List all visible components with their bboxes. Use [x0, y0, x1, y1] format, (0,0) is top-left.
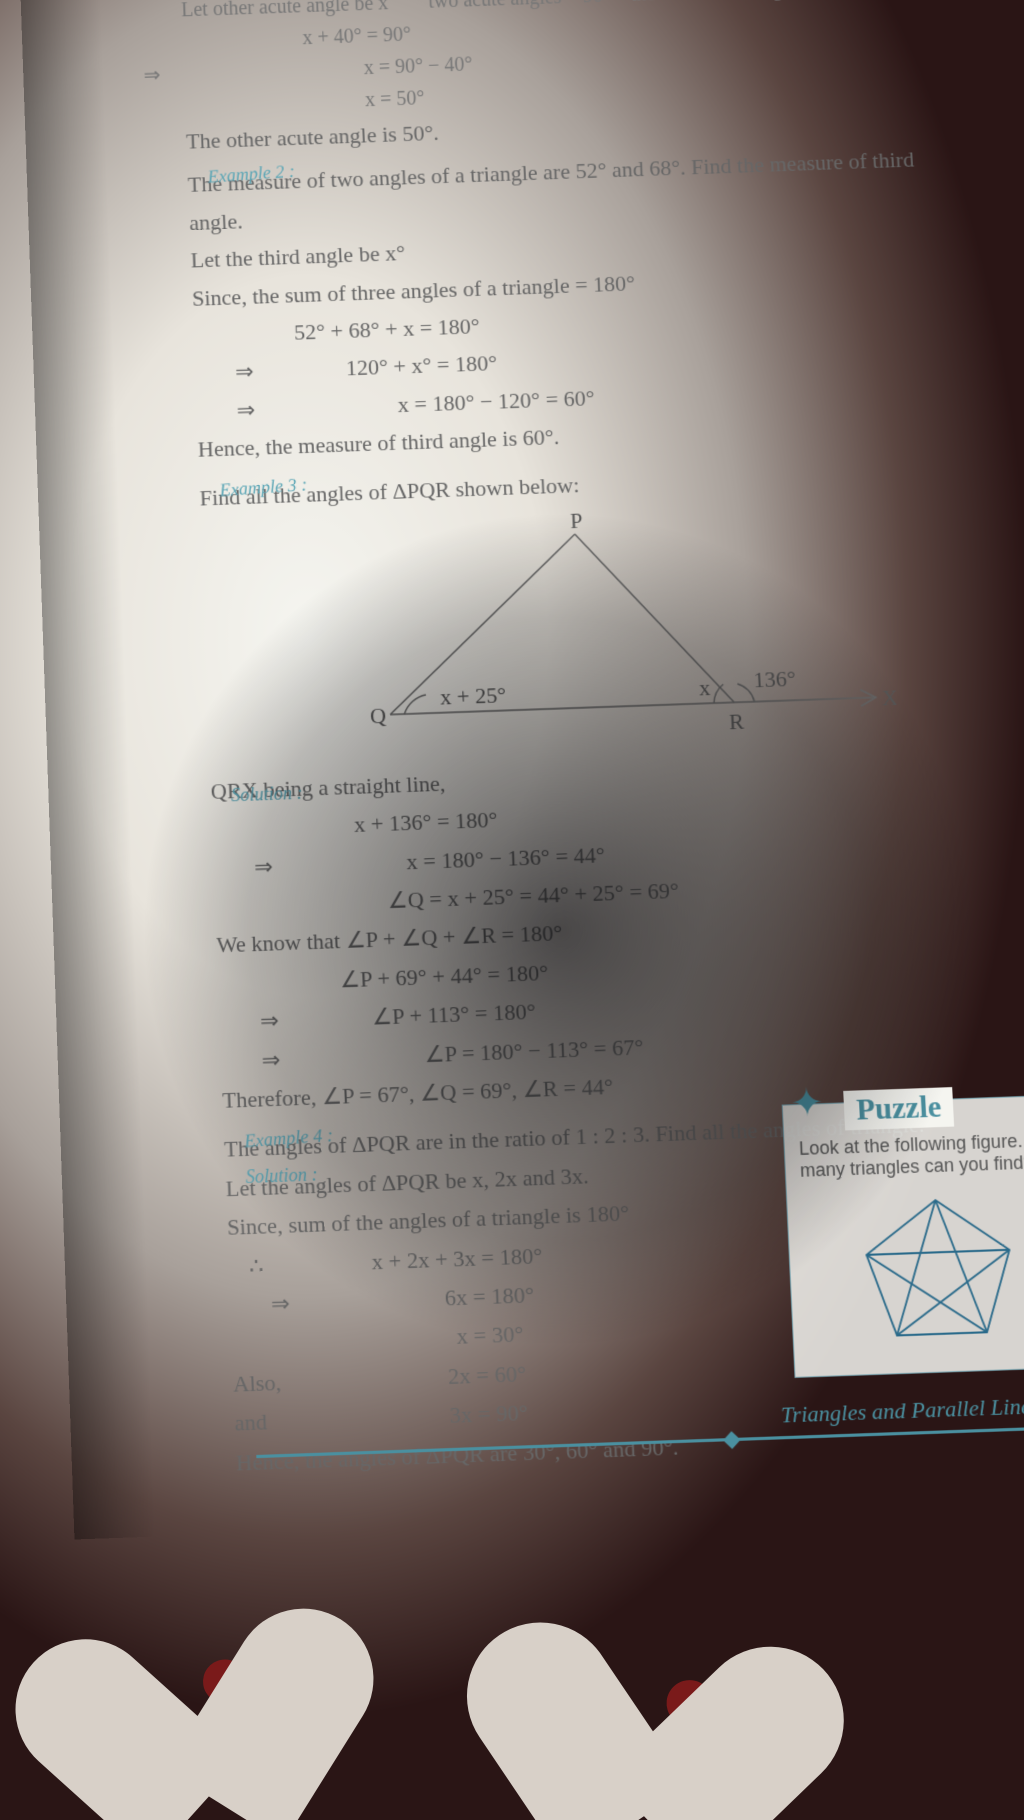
implies-symbol: ⇒ [259, 1001, 279, 1040]
and-text: and [234, 1402, 268, 1442]
implies-symbol: ⇒ [236, 391, 256, 430]
text: two acute angles = 90° [428, 0, 611, 13]
heart-dot [664, 1678, 715, 1729]
heart-dot [200, 1657, 250, 1707]
label-r: R [728, 708, 744, 734]
puzzle-box: ✦ Puzzle Look at the following figure. H… [782, 1094, 1024, 1378]
text: the other acute angle [630, 0, 797, 6]
scene: Let other acute angle be x two acute ang… [0, 0, 1024, 1820]
solution-label: Solution : [245, 1164, 318, 1188]
label-angle-r-int: x [699, 674, 711, 700]
puzzle-title-wrap: Puzzle [843, 1087, 954, 1130]
label-x: X [881, 684, 898, 710]
heart-shape [75, 1523, 366, 1797]
star-icon: ✦ [790, 1079, 825, 1127]
pentagon-star-diagram [843, 1184, 1024, 1347]
implies-symbol: ⇒ [253, 847, 273, 886]
text: Let other acute angle be x [181, 0, 389, 21]
label-q: Q [369, 702, 386, 728]
puzzle-title: Puzzle [856, 1090, 943, 1127]
solution-label: Solution : [231, 782, 303, 806]
implies-symbol: ⇒ [261, 1040, 281, 1079]
heart-shape [541, 1540, 839, 1819]
label-angle-q: x + 25° [440, 682, 507, 710]
chapter-name: Triangles and Parallel Lines [780, 1392, 1024, 1427]
implies-symbol: ⇒ [270, 1284, 290, 1324]
therefore-symbol: ∴ [248, 1246, 264, 1286]
book-page: Let other acute angle be x two acute ang… [20, 0, 1024, 1539]
implies-symbol: ⇒ [234, 353, 254, 392]
page-content: Let other acute angle be x two acute ang… [20, 0, 1024, 1509]
also-text: Also, [232, 1362, 282, 1403]
implies-symbol: ⇒ [143, 59, 161, 92]
label-angle-r-ext: 136° [753, 665, 796, 692]
triangle-pqr-diagram: P Q R X x + 25° x 136° [322, 503, 898, 758]
label-p: P [570, 507, 583, 533]
